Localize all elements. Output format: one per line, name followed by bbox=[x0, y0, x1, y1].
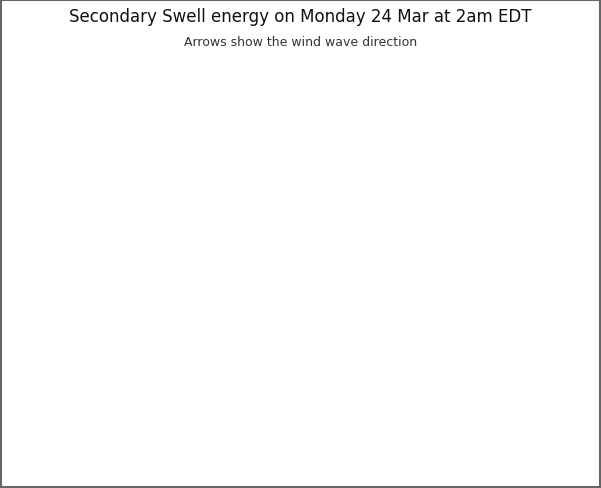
Text: Secondary Swell energy on Monday 24 Mar at 2am EDT: Secondary Swell energy on Monday 24 Mar … bbox=[69, 8, 532, 26]
Text: Arrows show the wind wave direction: Arrows show the wind wave direction bbox=[184, 36, 417, 49]
Text: cartopy required: cartopy required bbox=[243, 265, 358, 279]
